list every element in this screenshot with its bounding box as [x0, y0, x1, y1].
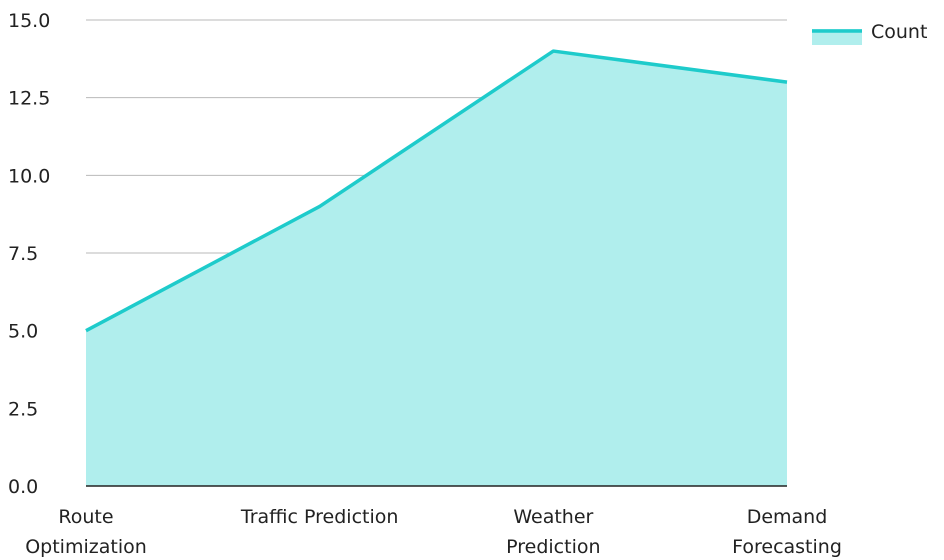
x-tick-label-line: Forecasting	[732, 536, 842, 558]
x-tick-label: Traffic Prediction	[240, 506, 399, 528]
x-tick-label-line: Weather	[513, 506, 593, 528]
x-tick-label: Weather Prediction	[506, 506, 600, 558]
x-tick-label-line: Route	[58, 506, 113, 528]
y-tick-label: 0.0	[8, 476, 38, 498]
x-tick-label: Demand Forecasting	[732, 506, 842, 558]
y-tick-labels: 0.0 2.5 5.0 7.5 10.0 12.5 15.0	[8, 10, 50, 498]
y-tick-label: 2.5	[8, 398, 38, 420]
legend-label-count: Count	[871, 21, 927, 43]
series-area-count	[86, 51, 787, 487]
x-tick-label-line: Demand	[747, 506, 828, 528]
x-tick-label-line: Traffic Prediction	[240, 506, 399, 528]
area-layer	[85, 49, 788, 487]
legend: Count	[812, 21, 927, 45]
legend-swatch-fill	[812, 29, 862, 45]
x-tick-labels: Route Optimization Traffic Prediction Weath…	[25, 506, 842, 558]
y-tick-label: 12.5	[8, 88, 50, 110]
y-tick-label: 10.0	[8, 165, 50, 187]
x-tick-label-line: Optimization	[25, 536, 147, 558]
x-tick-label: Route Optimization	[25, 506, 147, 558]
series-line-count	[85, 49, 788, 333]
y-tick-label: 7.5	[8, 243, 38, 265]
y-tick-label: 15.0	[8, 10, 50, 32]
x-tick-label-line: Prediction	[506, 536, 600, 558]
y-tick-label: 5.0	[8, 321, 38, 343]
